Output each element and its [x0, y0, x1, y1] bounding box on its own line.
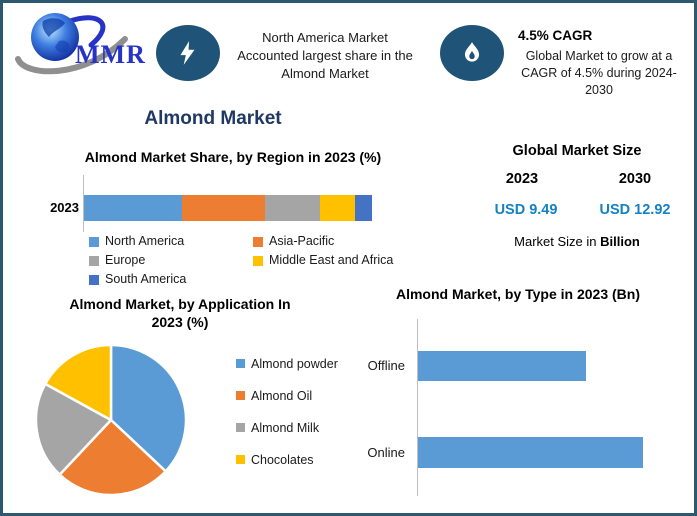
type-category-offline: Offline — [367, 358, 405, 373]
logo-text: MMR — [75, 40, 146, 69]
page-title: Almond Market — [144, 108, 282, 129]
type-chart-title: Almond Market, by Type in 2023 (Bn) — [395, 286, 640, 302]
market-size-title: Global Market Size — [512, 143, 642, 159]
legend-item-middle-east-africa: Middle East and Africa — [253, 251, 473, 270]
bar-segment-4 — [354, 195, 372, 221]
cagr-text: Global Market to grow at a CAGR of 4.5% … — [521, 48, 677, 98]
type-chart-y-axis — [417, 319, 418, 496]
type-bar-online — [418, 437, 691, 468]
market-size-year-2023: 2023 — [505, 171, 539, 187]
pie-slice-0 — [109, 343, 188, 473]
application-pie-chart — [34, 343, 188, 497]
market-size-year-2030: 2030 — [618, 171, 652, 187]
pie-slice-1 — [58, 418, 167, 497]
application-legend: Almond powder Almond Oil Almond Milk Cho… — [236, 354, 338, 469]
cagr-block: 4.5% CAGR Global Market to grow at a CAG… — [506, 27, 692, 99]
market-size-note: Market Size in Billion — [471, 234, 683, 249]
legend-item-almond-powder: Almond powder — [236, 354, 338, 373]
legend-label: Almond Milk — [251, 420, 320, 435]
legend-item-almond-oil: Almond Oil — [236, 386, 338, 405]
type-bar-offline — [418, 351, 691, 381]
legend-label: Europe — [105, 253, 146, 267]
bar-segment-3 — [320, 195, 355, 221]
legend-label: Almond powder — [251, 356, 338, 371]
legend-item-chocolates: Chocolates — [236, 450, 338, 469]
legend-swatch — [89, 236, 99, 247]
legend-label: Middle East and Africa — [269, 253, 394, 267]
region-chart-y-axis — [83, 175, 84, 232]
legend-swatch — [236, 359, 245, 368]
market-size-value-2030: USD 12.92 — [599, 202, 671, 218]
legend-swatch — [236, 455, 245, 464]
legend-label: Chocolates — [251, 452, 314, 467]
legend-item-asia-pacific: Asia-Pacific — [253, 232, 473, 251]
logo-blue-swoosh — [67, 15, 106, 48]
region-category-label: 2023 — [50, 200, 79, 215]
pie-slice-3 — [44, 343, 113, 422]
region-legend: North America Asia-Pacific Europe Middle… — [89, 232, 473, 289]
application-chart-title: Almond Market, by Application In 2023 (%… — [69, 296, 291, 331]
mmr-logo: MMR — [15, 13, 146, 75]
market-size-note-unit: Billion — [600, 234, 640, 249]
legend-item-south-america: South America — [89, 270, 253, 289]
legend-swatch — [253, 255, 263, 266]
legend-swatch — [89, 255, 99, 266]
market-size-value-2023: USD 9.49 — [494, 202, 558, 218]
legend-label: South America — [105, 272, 187, 286]
legend-label: Almond Oil — [251, 388, 313, 403]
bar-segment-1 — [181, 195, 266, 221]
lightning-icon — [156, 25, 220, 81]
flame-icon — [440, 25, 504, 81]
header-note-left: North America Market Accounted largest s… — [237, 30, 413, 82]
cagr-title: 4.5% CAGR — [518, 28, 593, 43]
type-bar-online-fill — [418, 437, 643, 468]
market-size-note-prefix: Market Size in — [514, 234, 601, 249]
bar-segment-2 — [265, 195, 321, 221]
region-chart-title: Almond Market Share, by Region in 2023 (… — [84, 149, 382, 165]
type-bar-offline-fill — [418, 351, 586, 381]
legend-swatch — [236, 423, 245, 432]
legend-label: Asia-Pacific — [269, 234, 335, 248]
globe-landmass — [42, 18, 65, 37]
legend-swatch — [236, 391, 245, 400]
logo-swoosh — [15, 36, 128, 75]
region-stacked-bar — [84, 195, 372, 221]
legend-item-almond-milk: Almond Milk — [236, 418, 338, 437]
bar-segment-0 — [84, 195, 182, 221]
pie-slice-2 — [34, 382, 113, 476]
legend-swatch — [253, 236, 263, 247]
legend-item-europe: Europe — [89, 251, 253, 270]
legend-item-north-america: North America — [89, 232, 253, 251]
type-category-online: Online — [367, 445, 405, 460]
legend-swatch — [89, 274, 99, 285]
globe-landmass — [55, 40, 70, 53]
legend-label: North America — [105, 234, 185, 248]
